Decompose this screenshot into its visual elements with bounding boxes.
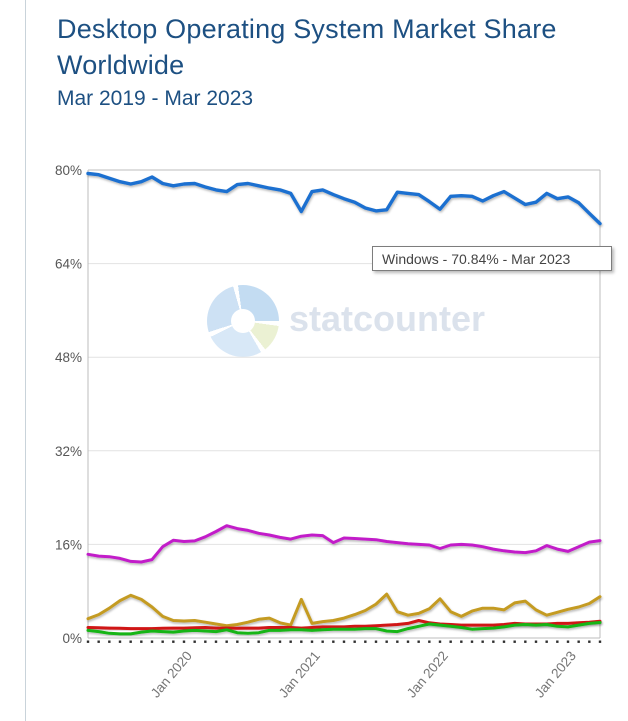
month-tick [97, 640, 100, 643]
month-tick [289, 640, 292, 643]
month-tick [588, 640, 591, 643]
month-tick [438, 640, 442, 643]
month-tick [214, 640, 218, 643]
month-tick [598, 640, 602, 643]
month-tick [150, 640, 154, 643]
x-axis-tick-label: Jan 2020 [148, 648, 195, 700]
month-tick [161, 640, 164, 643]
month-tick [577, 640, 580, 643]
series-line-windows[interactable] [86, 171, 602, 226]
statcounter-logo-icon [207, 285, 279, 357]
chart-header: Desktop Operating System Market Share Wo… [57, 12, 597, 113]
month-tick [300, 640, 303, 643]
watermark-text: statcounter [289, 298, 486, 339]
month-tick [428, 640, 431, 643]
y-axis-tick-label: 80% [55, 163, 82, 178]
month-tick [278, 640, 282, 643]
month-tick [417, 640, 420, 643]
month-tick [374, 640, 378, 643]
month-tick [566, 640, 570, 643]
series-line-linux[interactable] [86, 619, 602, 631]
month-tick [172, 640, 175, 643]
month-tick [396, 640, 399, 643]
month-tick [470, 640, 474, 643]
month-tick [118, 640, 122, 643]
month-tick [193, 640, 196, 643]
month-tick [268, 640, 271, 643]
month-tick [353, 640, 356, 643]
series-line-os-x[interactable] [86, 524, 602, 564]
series-line-unknown[interactable] [86, 592, 602, 628]
month-tick [86, 640, 90, 643]
month-tick [257, 640, 260, 643]
month-tick [513, 640, 516, 643]
chart-title: Desktop Operating System Market Share Wo… [57, 14, 557, 80]
month-tick [108, 640, 111, 643]
month-tick [129, 640, 132, 643]
month-tick [534, 640, 538, 643]
y-axis-tick-label: 0% [62, 631, 82, 646]
month-tick [406, 640, 410, 643]
tooltip: Windows - 70.84% - Mar 2023 [372, 246, 612, 271]
y-axis-tick-label: 64% [55, 257, 82, 272]
month-tick [310, 640, 314, 643]
x-axis-tick-label: Jan 2021 [276, 648, 323, 700]
chart-subtitle: Mar 2019 - Mar 2023 [57, 87, 254, 111]
month-tick [321, 640, 324, 643]
month-tick [524, 640, 527, 643]
statcounter-logo-hole [231, 309, 255, 333]
page-left-border [25, 0, 26, 721]
month-tick [492, 640, 495, 643]
month-tick [332, 640, 335, 643]
month-tick [481, 640, 484, 643]
tooltip-text: Windows - 70.84% - Mar 2023 [382, 250, 571, 267]
y-axis-tick-label: 32% [55, 444, 82, 459]
x-axis-tick-label: Jan 2022 [404, 648, 451, 700]
x-axis-tick-label: Jan 2023 [532, 648, 579, 700]
month-tick [225, 640, 228, 643]
month-tick [140, 640, 143, 643]
y-axis-tick-label: 48% [55, 350, 82, 365]
series-line-chrome-os[interactable] [86, 621, 602, 636]
month-tick [182, 640, 186, 643]
month-tick [204, 640, 207, 643]
month-tick [556, 640, 559, 643]
month-tick [545, 640, 548, 643]
month-tick [502, 640, 506, 643]
month-tick [342, 640, 346, 643]
month-tick [246, 640, 250, 643]
month-tick [449, 640, 452, 643]
month-tick [236, 640, 239, 643]
month-tick [460, 640, 463, 643]
month-tick [364, 640, 367, 643]
month-tick [385, 640, 388, 643]
y-axis-tick-label: 16% [55, 537, 82, 552]
statcounter-watermark: statcounter [207, 284, 485, 358]
